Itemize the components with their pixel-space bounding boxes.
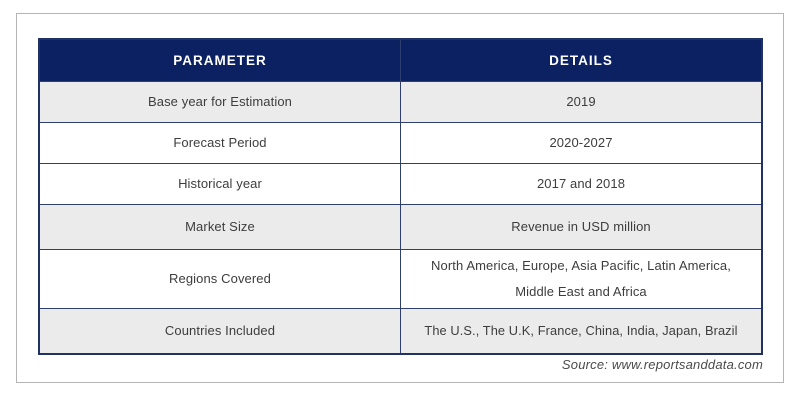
report-scope-table: PARAMETER DETAILS Base year for Estimati…	[38, 38, 763, 355]
header-row: PARAMETER DETAILS	[38, 38, 763, 82]
details-cell: Revenue in USD million	[400, 204, 763, 250]
parameter-cell: Countries Included	[38, 308, 401, 354]
table-row: Historical year 2017 and 2018	[38, 163, 763, 205]
details-cell: 2019	[400, 81, 763, 123]
parameter-cell: Market Size	[38, 204, 401, 250]
source-attribution: Source: www.reportsanddata.com	[561, 357, 763, 372]
table-row: Market Size Revenue in USD million	[38, 204, 763, 250]
header-cell-details: DETAILS	[400, 38, 763, 82]
parameter-cell: Regions Covered	[38, 249, 401, 309]
table-header: PARAMETER DETAILS	[38, 38, 763, 82]
table-row: Base year for Estimation 2019	[38, 81, 763, 123]
parameter-cell: Historical year	[38, 163, 401, 205]
parameter-cell: Base year for Estimation	[38, 81, 401, 123]
details-cell: The U.S., The U.K, France, China, India,…	[400, 308, 763, 354]
table-row: Regions Covered North America, Europe, A…	[38, 249, 763, 309]
parameter-cell: Forecast Period	[38, 122, 401, 164]
details-cell: 2017 and 2018	[400, 163, 763, 205]
table-body: Base year for Estimation 2019 Forecast P…	[38, 81, 763, 354]
table-row: Countries Included The U.S., The U.K, Fr…	[38, 308, 763, 354]
details-cell: 2020-2027	[400, 122, 763, 164]
header-cell-parameter: PARAMETER	[38, 38, 401, 82]
table-row: Forecast Period 2020-2027	[38, 122, 763, 164]
details-cell: North America, Europe, Asia Pacific, Lat…	[400, 249, 763, 309]
